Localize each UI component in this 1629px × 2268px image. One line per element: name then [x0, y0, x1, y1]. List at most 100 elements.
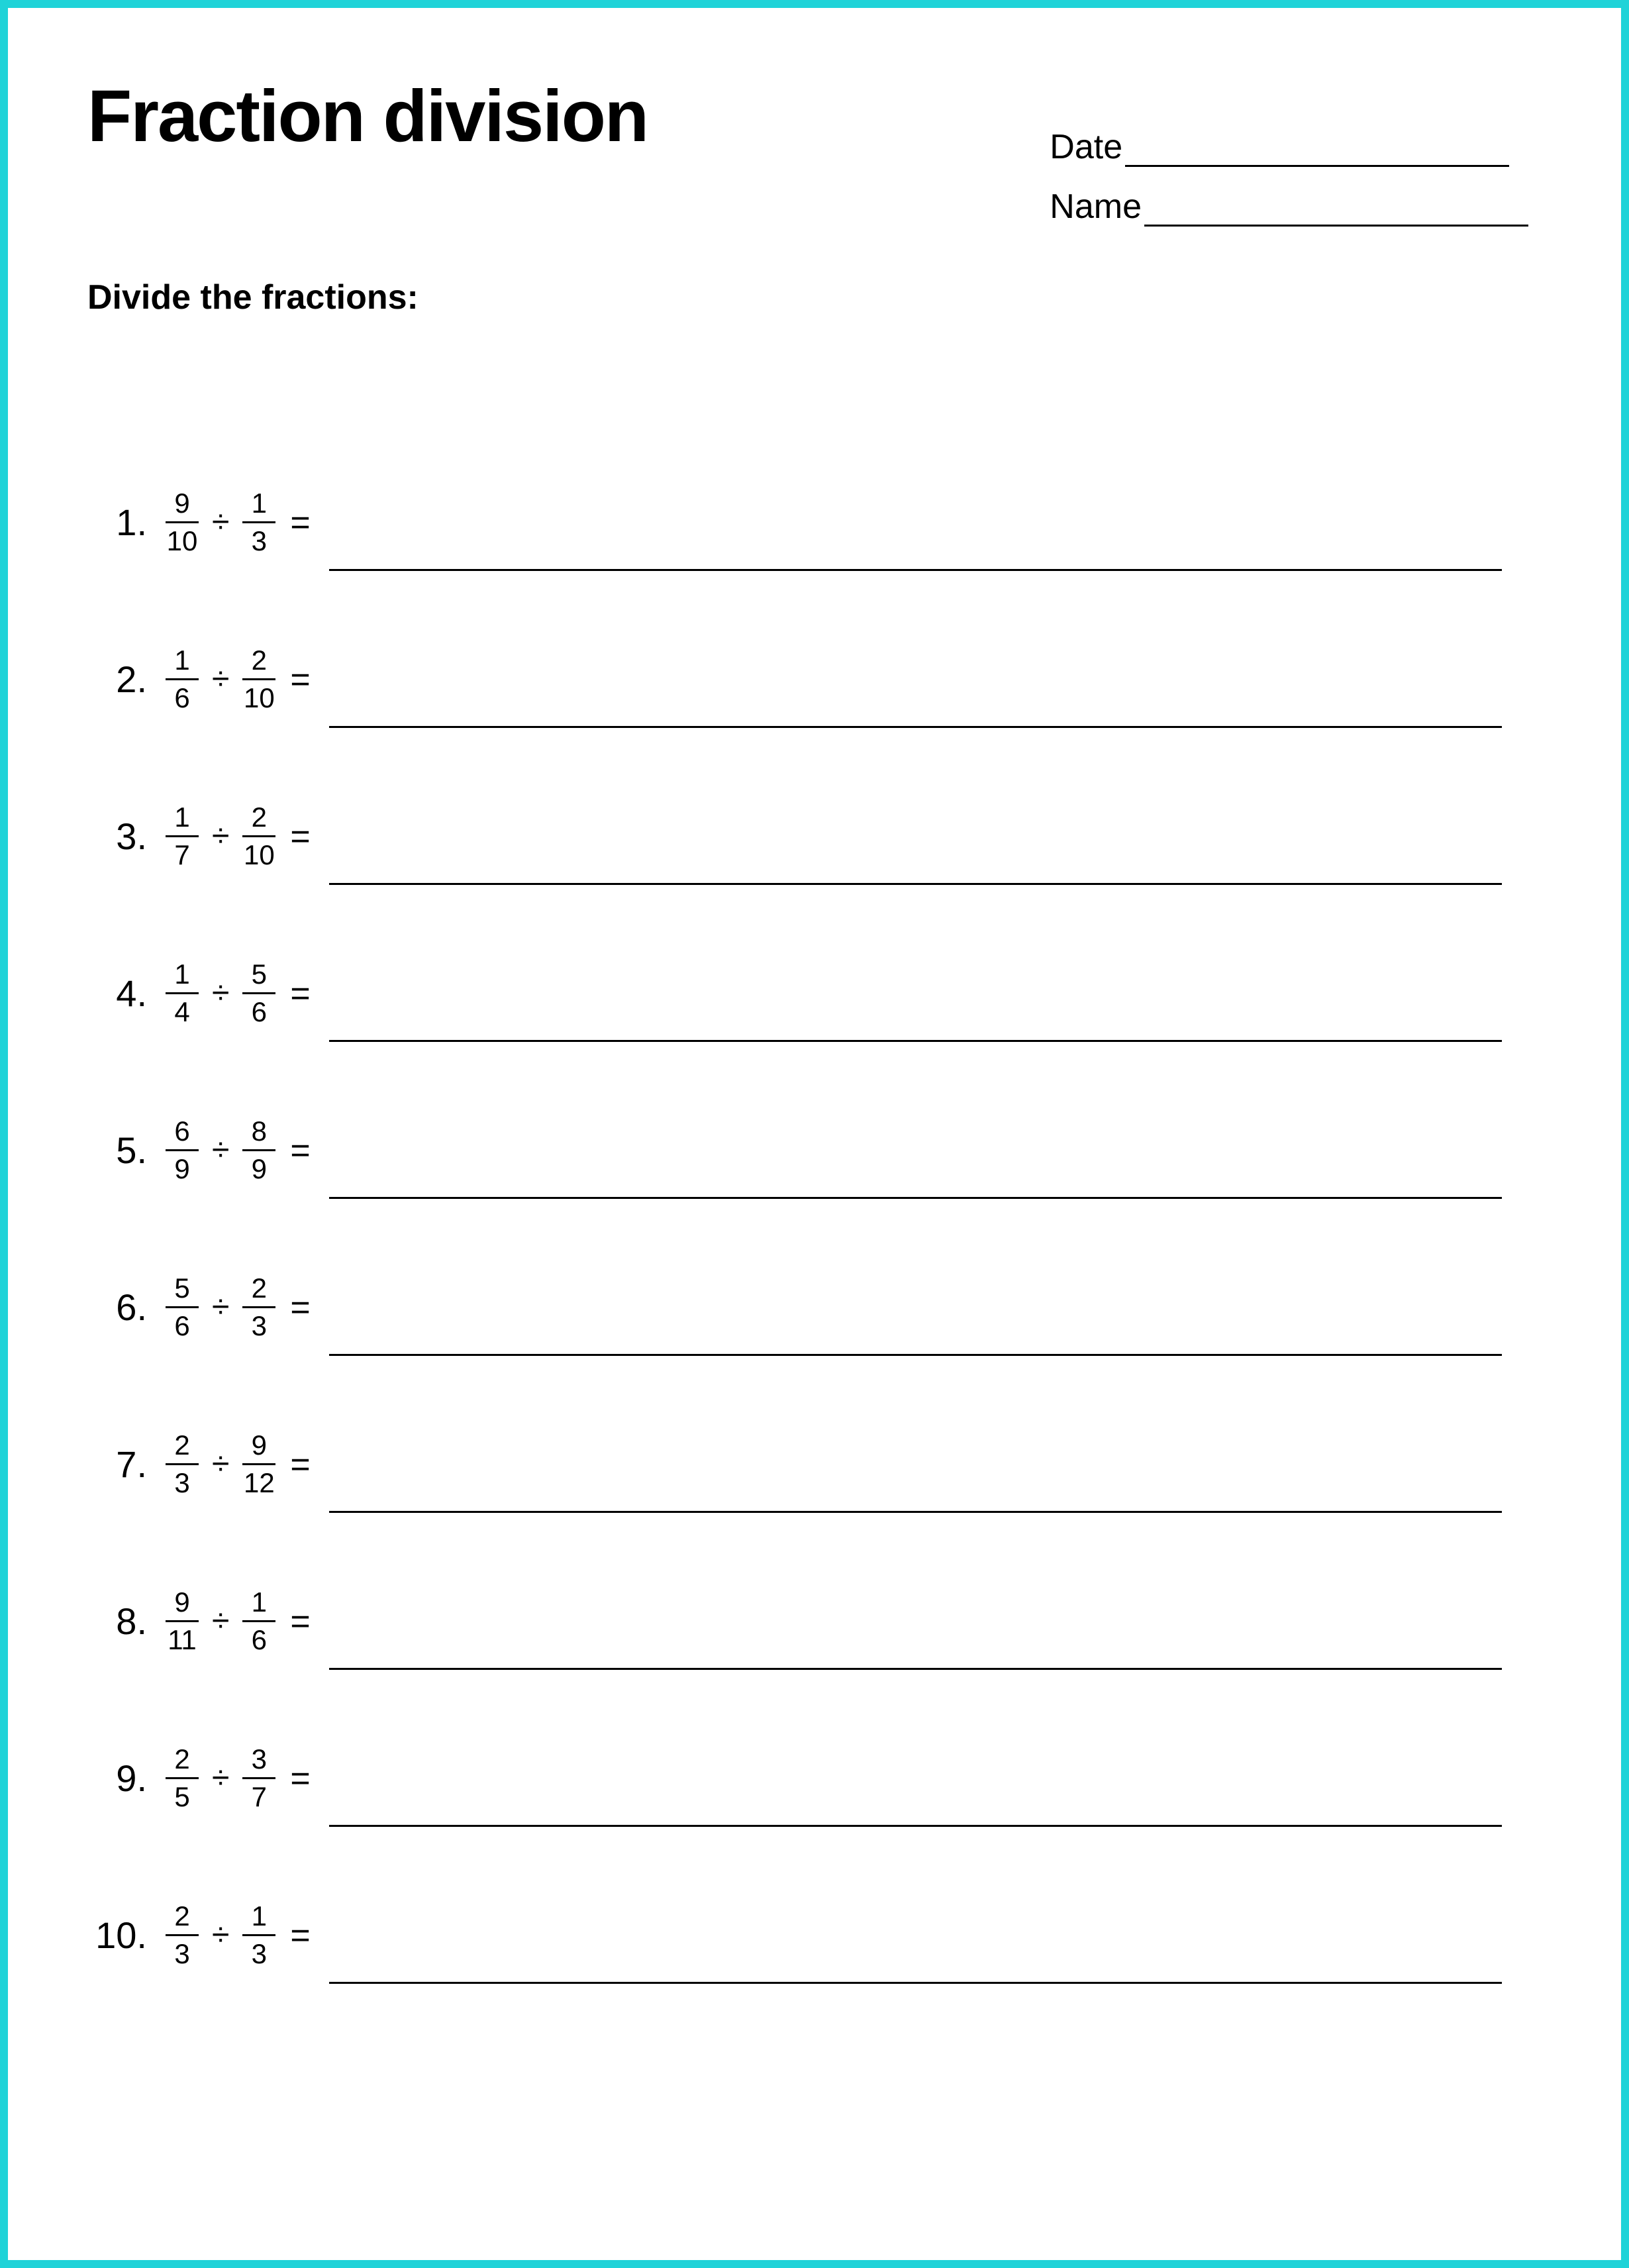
- answer-blank-line[interactable]: [329, 852, 1502, 885]
- fraction-bar: [242, 678, 275, 680]
- fraction-bar: [242, 1306, 275, 1308]
- fraction-1: 23: [166, 1431, 199, 1497]
- equals-sign: =: [290, 1759, 310, 1798]
- fraction-denominator: 6: [174, 1310, 189, 1340]
- fraction-numerator: 9: [252, 1431, 267, 1462]
- fraction-1: 16: [166, 646, 199, 712]
- date-blank-line[interactable]: [1125, 132, 1509, 167]
- problem-number: 10.: [87, 1914, 160, 1957]
- fraction-denominator: 7: [252, 1780, 267, 1811]
- fraction-numerator: 2: [174, 1431, 189, 1462]
- problem-number: 8.: [87, 1600, 160, 1643]
- fraction-1: 23: [166, 1902, 199, 1968]
- fraction-denominator: 10: [167, 525, 198, 555]
- fraction-numerator: 5: [252, 960, 267, 991]
- answer-blank-line[interactable]: [329, 1009, 1502, 1042]
- problem-row: 9.25÷37=: [87, 1745, 1542, 1811]
- answer-blank-line[interactable]: [329, 538, 1502, 571]
- fraction-denominator: 9: [252, 1153, 267, 1183]
- equals-sign: =: [290, 817, 310, 856]
- equals-sign: =: [290, 1131, 310, 1170]
- fraction-2: 210: [242, 803, 275, 869]
- equals-sign: =: [290, 660, 310, 699]
- fraction-denominator: 3: [174, 1937, 189, 1968]
- fraction-bar: [166, 835, 199, 837]
- fraction-denominator: 9: [174, 1153, 189, 1183]
- equals-sign: =: [290, 1602, 310, 1641]
- date-label: Date: [1050, 127, 1122, 167]
- fraction-numerator: 2: [252, 803, 267, 834]
- fraction-denominator: 6: [252, 996, 267, 1026]
- problem-row: 2.16÷210=: [87, 646, 1542, 712]
- fraction-numerator: 2: [174, 1745, 189, 1776]
- fraction-numerator: 8: [252, 1117, 267, 1148]
- problem-number: 4.: [87, 972, 160, 1015]
- worksheet-page: Fraction division Date Name Divide the f…: [0, 0, 1629, 2268]
- division-operator: ÷: [212, 1289, 229, 1325]
- fraction-bar: [242, 521, 275, 523]
- equals-sign: =: [290, 1288, 310, 1327]
- problem-number: 6.: [87, 1286, 160, 1329]
- fraction-bar: [166, 521, 199, 523]
- fraction-1: 56: [166, 1274, 199, 1340]
- equals-sign: =: [290, 1916, 310, 1955]
- fraction-numerator: 2: [174, 1902, 189, 1933]
- name-label: Name: [1050, 187, 1142, 227]
- fraction-denominator: 7: [174, 839, 189, 869]
- division-operator: ÷: [212, 818, 229, 854]
- fraction-bar: [166, 1306, 199, 1308]
- fraction-bar: [242, 835, 275, 837]
- equals-sign: =: [290, 1445, 310, 1484]
- fraction-denominator: 6: [252, 1624, 267, 1654]
- equals-sign: =: [290, 503, 310, 542]
- date-field-row: Date: [1050, 127, 1528, 167]
- fraction-numerator: 2: [252, 646, 267, 677]
- problem-row: 8.911÷16=: [87, 1588, 1542, 1654]
- division-operator: ÷: [212, 661, 229, 697]
- fraction-bar: [242, 1620, 275, 1622]
- problem-number: 5.: [87, 1129, 160, 1172]
- answer-blank-line[interactable]: [329, 1794, 1502, 1827]
- header-fields: Date Name: [1050, 127, 1528, 246]
- fraction-2: 13: [242, 1902, 275, 1968]
- fraction-2: 912: [242, 1431, 275, 1497]
- fraction-2: 23: [242, 1274, 275, 1340]
- fraction-numerator: 1: [174, 803, 189, 834]
- problem-row: 10.23÷13=: [87, 1902, 1542, 1968]
- answer-blank-line[interactable]: [329, 1480, 1502, 1513]
- fraction-numerator: 1: [252, 490, 267, 520]
- fraction-bar: [166, 678, 199, 680]
- fraction-2: 13: [242, 490, 275, 555]
- fraction-bar: [242, 992, 275, 994]
- fraction-numerator: 3: [252, 1745, 267, 1776]
- answer-blank-line[interactable]: [329, 695, 1502, 728]
- name-blank-line[interactable]: [1144, 192, 1528, 227]
- fraction-bar: [166, 1934, 199, 1936]
- answer-blank-line[interactable]: [329, 1166, 1502, 1199]
- fraction-bar: [242, 1934, 275, 1936]
- problem-number: 2.: [87, 658, 160, 701]
- fraction-numerator: 1: [174, 960, 189, 991]
- division-operator: ÷: [212, 1603, 229, 1639]
- fraction-bar: [166, 1463, 199, 1465]
- fraction-numerator: 1: [174, 646, 189, 677]
- problem-row: 7.23÷912=: [87, 1431, 1542, 1497]
- answer-blank-line[interactable]: [329, 1323, 1502, 1356]
- fraction-1: 910: [166, 490, 199, 555]
- problem-number: 7.: [87, 1443, 160, 1486]
- fraction-numerator: 1: [252, 1902, 267, 1933]
- fraction-bar: [242, 1149, 275, 1151]
- fraction-denominator: 10: [244, 839, 275, 869]
- fraction-bar: [166, 1149, 199, 1151]
- answer-blank-line[interactable]: [329, 1637, 1502, 1670]
- answer-blank-line[interactable]: [329, 1951, 1502, 1984]
- fraction-1: 17: [166, 803, 199, 869]
- fraction-2: 37: [242, 1745, 275, 1811]
- problem-number: 1.: [87, 501, 160, 544]
- fraction-denominator: 12: [244, 1467, 275, 1497]
- fraction-numerator: 6: [174, 1117, 189, 1148]
- problem-number: 9.: [87, 1757, 160, 1800]
- fraction-2: 16: [242, 1588, 275, 1654]
- problem-row: 5.69÷89=: [87, 1117, 1542, 1183]
- fraction-numerator: 5: [174, 1274, 189, 1305]
